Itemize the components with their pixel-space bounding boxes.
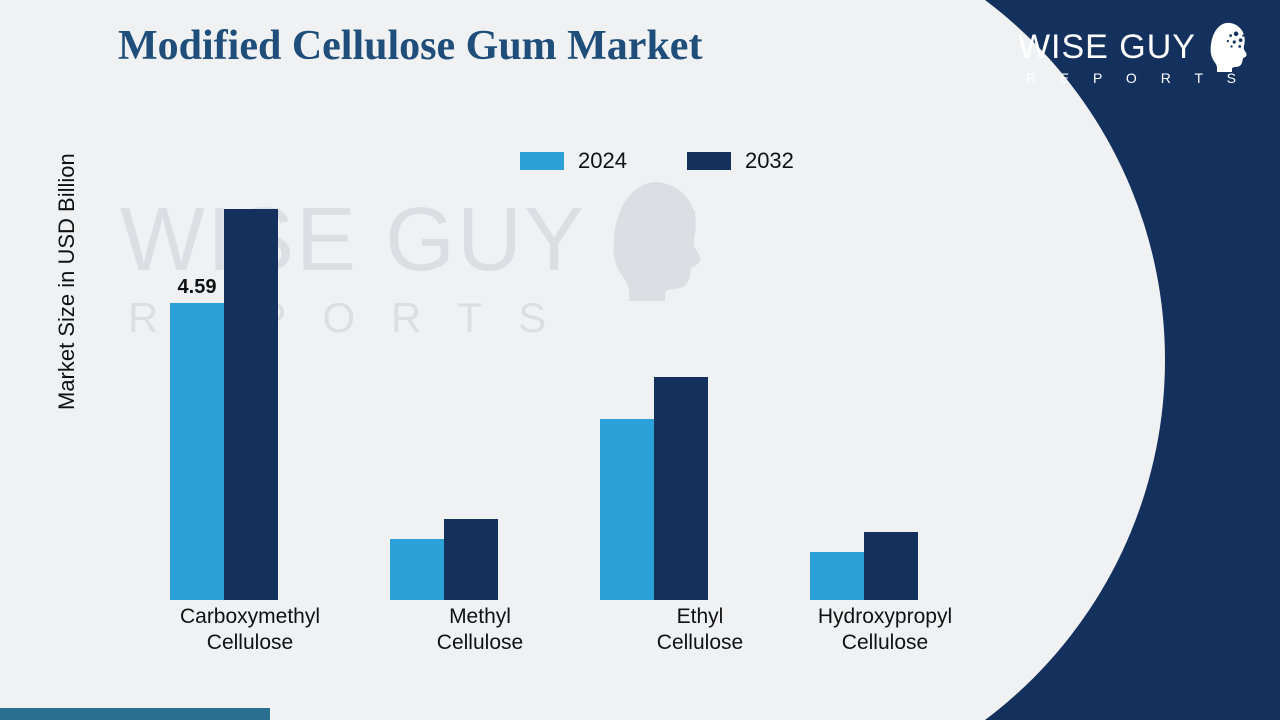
- bar: [170, 303, 224, 600]
- legend-swatch-icon: [687, 152, 731, 170]
- logo-line2: R E P O R T S: [1018, 70, 1246, 86]
- bar: [444, 519, 498, 600]
- bar: [390, 539, 444, 600]
- bar-value-label: 4.59: [167, 276, 227, 299]
- legend-label: 2024: [578, 148, 627, 174]
- category-label: MethylCellulose: [380, 604, 580, 657]
- y-axis-label: Market Size in USD Billion: [54, 153, 80, 410]
- plot-area: 4.59CarboxymethylCelluloseMethylCellulos…: [130, 180, 970, 600]
- legend-label: 2032: [745, 148, 794, 174]
- category-label: HydroxypropylCellulose: [785, 604, 985, 657]
- logo-line1: WISE GUY: [1018, 28, 1196, 67]
- bar: [654, 377, 708, 600]
- bar: [864, 532, 918, 600]
- category-label: CarboxymethylCellulose: [150, 604, 350, 657]
- head-icon: [1204, 22, 1250, 72]
- bar: [224, 209, 278, 600]
- chart-title: Modified Cellulose Gum Market: [118, 22, 702, 70]
- legend-swatch-icon: [520, 152, 564, 170]
- legend-item-2032: 2032: [687, 148, 794, 174]
- bar-chart: Market Size in USD Billion 4.59Carboxyme…: [70, 180, 970, 650]
- bar: [810, 552, 864, 600]
- legend: 2024 2032: [520, 148, 794, 174]
- category-label: EthylCellulose: [600, 604, 800, 657]
- bar: [600, 419, 654, 600]
- legend-item-2024: 2024: [520, 148, 627, 174]
- brand-logo: WISE GUY R E P O R T S: [1018, 22, 1250, 86]
- bottom-accent-strip: [0, 708, 270, 720]
